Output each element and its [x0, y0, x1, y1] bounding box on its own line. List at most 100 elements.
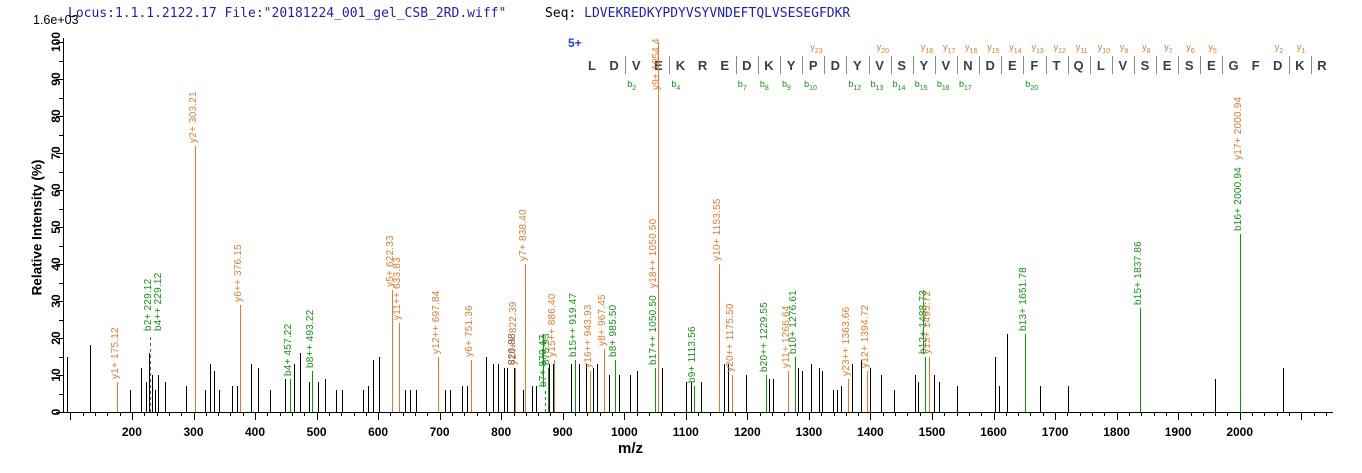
x-axis-title: m/z	[618, 440, 644, 457]
y-tick-label: 10	[49, 368, 63, 382]
x-tick-label: 1200	[733, 425, 761, 439]
x-tick	[82, 412, 84, 416]
x-tick	[895, 412, 897, 416]
peak	[836, 389, 838, 412]
x-tick	[1116, 412, 1118, 420]
peak-label: y7+ 838.40	[517, 209, 529, 261]
peak	[788, 371, 790, 412]
x-tick	[1165, 412, 1167, 416]
x-tick-label: 500	[306, 425, 327, 439]
x-tick	[1018, 412, 1020, 416]
ladder-residue: D	[830, 58, 840, 73]
peak-label: y12+ 1394.72	[860, 305, 872, 369]
peak	[745, 375, 747, 412]
peak	[378, 356, 380, 412]
x-tick	[304, 412, 306, 416]
peak	[810, 363, 812, 412]
x-tick	[1325, 412, 1327, 416]
ladder-residue: D	[1272, 58, 1283, 73]
peak-label: y17+ 2000.94	[1233, 96, 1245, 160]
x-tick	[402, 412, 404, 416]
peak	[362, 389, 364, 412]
peak	[925, 356, 926, 412]
ladder-y-ion-label: y2	[1274, 42, 1284, 55]
plot-area[interactable]: y1+ 175.12 b2+ 229.12 b4++ 229.12 y2+ 303.2…	[63, 38, 1332, 412]
x-tick-label: 2000	[1226, 425, 1254, 439]
y-tick-label: 0	[49, 408, 63, 416]
x-tick	[882, 412, 884, 416]
cleavage-tick	[1001, 56, 1003, 74]
ladder-residue: P	[808, 58, 818, 73]
peak	[462, 386, 464, 412]
x-tick	[365, 412, 367, 416]
x-tick	[661, 412, 663, 416]
ladder-residue: D	[609, 58, 619, 73]
peak	[1240, 234, 1242, 412]
ladder-b-ion-label: b12	[848, 79, 862, 92]
x-tick	[144, 412, 146, 416]
peak	[994, 356, 996, 412]
cleavage-tick	[1023, 56, 1025, 74]
x-tick-label: 1700	[1041, 425, 1069, 439]
peak	[152, 375, 154, 412]
peak	[141, 367, 143, 412]
x-tick-label: 400	[244, 425, 266, 439]
x-tick-label: 700	[429, 425, 450, 439]
x-tick	[1276, 412, 1278, 416]
peak	[578, 363, 580, 412]
peak	[532, 386, 533, 412]
peak	[797, 367, 799, 412]
x-tick	[316, 412, 318, 420]
x-tick	[513, 412, 515, 416]
y-tick	[56, 301, 63, 302]
y-tick	[56, 116, 63, 117]
y-tick	[56, 264, 63, 265]
x-tick	[1042, 412, 1044, 416]
peak-label: y12++ 697.84	[431, 289, 443, 354]
ladder-y-ion-label: y15	[987, 42, 1000, 55]
y-tick-label: 70	[49, 146, 63, 160]
ladder-residue: Y	[919, 58, 929, 73]
peak	[214, 371, 216, 412]
peak-label: y14++ 822.39	[508, 301, 519, 365]
peak	[732, 375, 734, 412]
peak-label: y8+ 967.45	[597, 294, 609, 347]
cleavage-tick	[868, 56, 870, 74]
peak	[718, 264, 720, 412]
x-tick	[538, 412, 540, 416]
peak-label: b15++ 919.47	[567, 293, 579, 358]
x-tick-label: 1400	[857, 425, 884, 439]
ladder-b-ion-label: b7	[737, 79, 747, 92]
cleavage-tick	[1156, 56, 1158, 74]
x-tick	[772, 412, 773, 416]
ladder-b-ion-label: b2	[627, 79, 637, 92]
ladder-y-ion-label: y10	[1097, 42, 1111, 55]
peak-label: b4+ 457.22	[283, 323, 295, 376]
ladder-b-ion-label: b17	[959, 79, 972, 92]
seq-label: Seq:	[545, 6, 577, 21]
ladder-residue: V	[631, 58, 641, 73]
x-tick	[784, 412, 786, 416]
peak-label: y13+ 1495.72	[922, 290, 934, 354]
cleavage-tick	[669, 56, 671, 74]
peak	[768, 378, 770, 412]
y-tick	[59, 356, 63, 358]
base-peak-intensity: 1.6e+03	[33, 13, 79, 27]
peak-label: y23++ 1363.66	[841, 306, 853, 376]
peak	[1068, 386, 1069, 412]
x-tick	[205, 412, 207, 416]
x-tick	[624, 412, 626, 420]
x-tick	[1252, 412, 1253, 416]
peak	[450, 389, 452, 412]
x-tick	[821, 412, 823, 416]
peak	[956, 386, 958, 412]
peak	[608, 375, 610, 412]
peak	[848, 378, 850, 412]
x-tick	[1005, 412, 1007, 416]
peak	[893, 389, 895, 412]
y-tick-label: 40	[49, 257, 63, 271]
x-tick	[1227, 412, 1229, 416]
peak	[1039, 386, 1041, 412]
y-tick	[59, 208, 63, 210]
x-tick	[131, 412, 133, 420]
